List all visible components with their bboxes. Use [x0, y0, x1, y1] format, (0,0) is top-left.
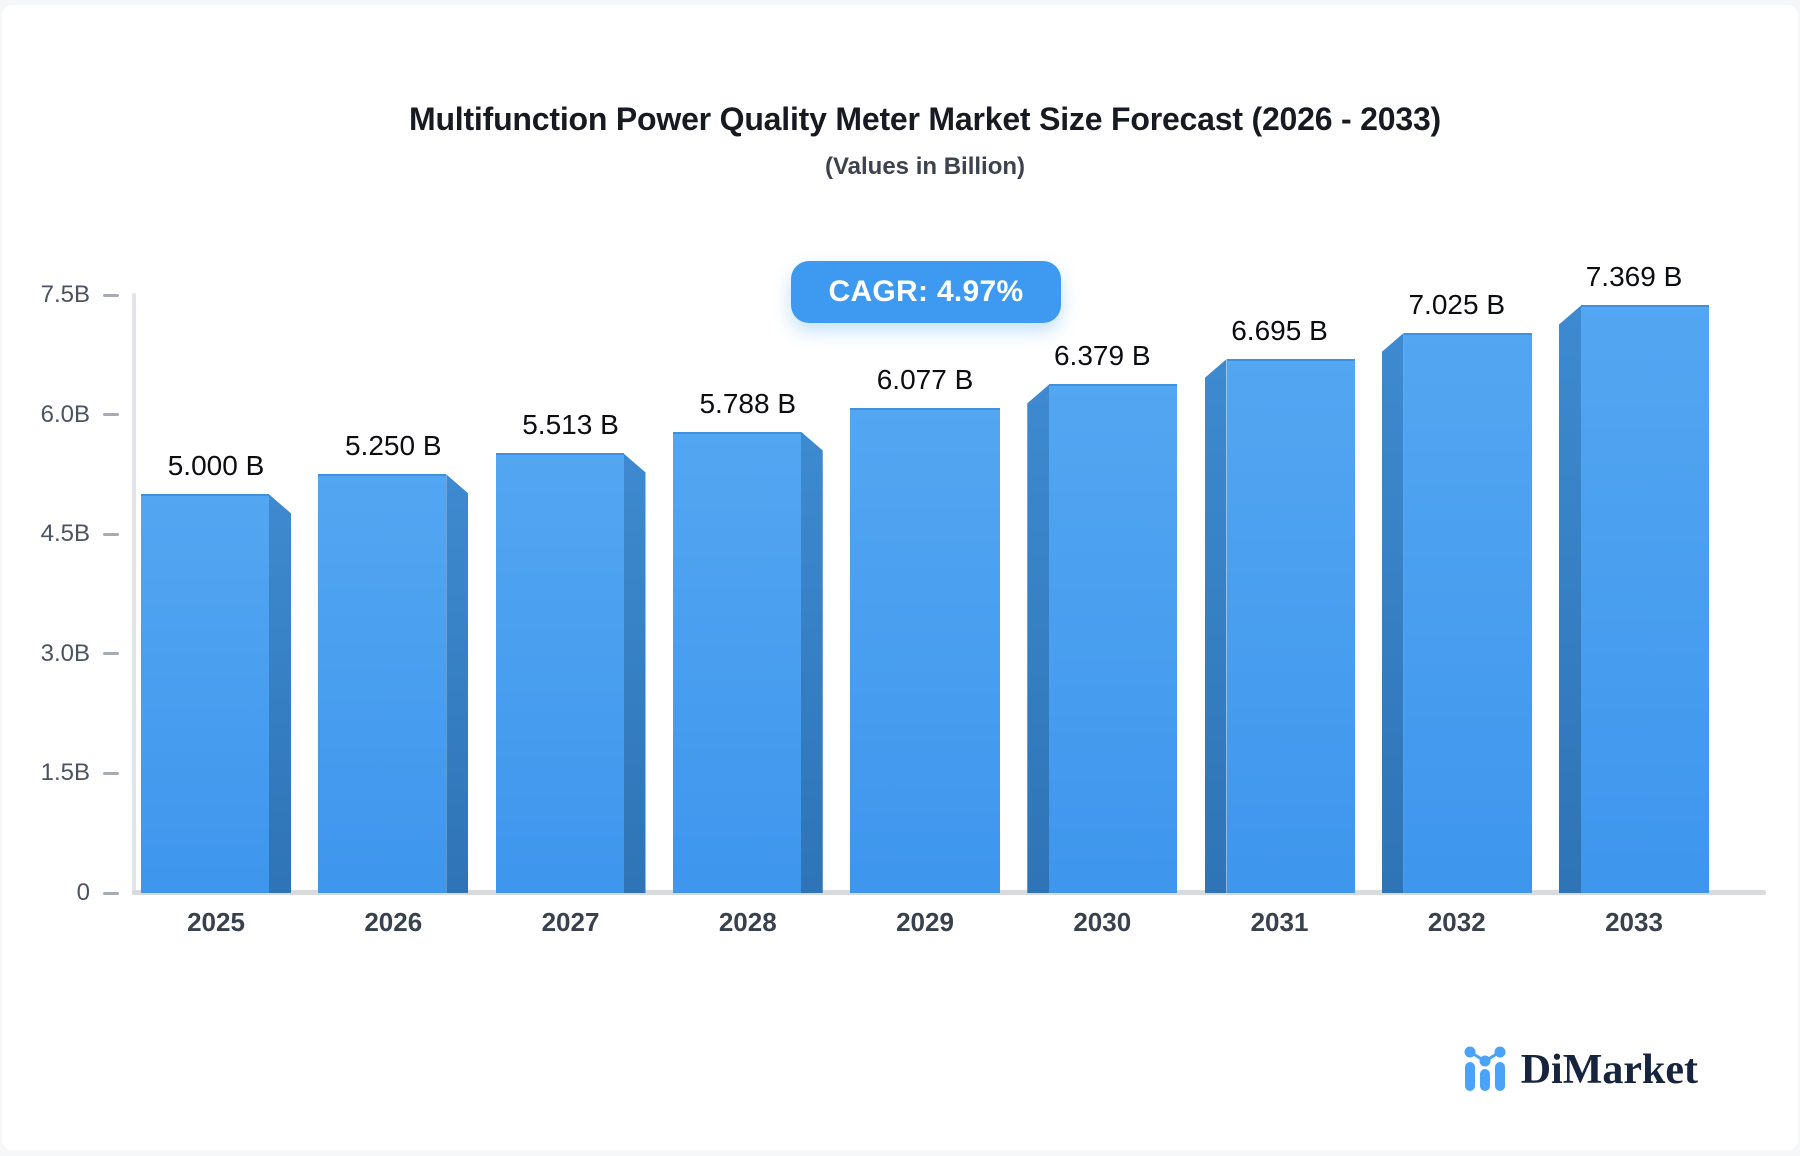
bar-group	[318, 474, 469, 893]
bar-value-label: 7.025 B	[1408, 288, 1506, 320]
bar-group	[1381, 332, 1532, 893]
x-axis-label: 2028	[718, 907, 777, 937]
cagr-badge-label: CAGR: 4.97%	[828, 275, 1024, 308]
bar-value-label: 6.695 B	[1231, 315, 1328, 347]
bar-value-label: 5.250 B	[344, 430, 442, 462]
bar-face	[141, 494, 269, 893]
brand-name: DiMarket	[1520, 1047, 1698, 1093]
y-axis-tick-label: 7.5B	[40, 281, 90, 308]
y-axis-tick-mark	[103, 413, 119, 417]
bar-group	[1204, 359, 1355, 893]
bar-value-label: 5.788 B	[699, 387, 797, 419]
bar-face	[672, 431, 801, 893]
y-axis-tick-label: 6.0B	[40, 400, 90, 428]
y-axis-tick-mark	[103, 532, 119, 536]
bar-side-shade	[269, 494, 291, 893]
bar-group	[141, 494, 291, 893]
bar-value-label: 5.513 B	[522, 409, 619, 441]
bar-face	[1581, 305, 1709, 893]
bar-face	[850, 408, 1000, 893]
bar-side-shade	[446, 474, 469, 893]
bar-side-shade	[1559, 305, 1581, 893]
y-axis-tick-label: 1.5B	[40, 759, 90, 787]
bar-face	[318, 474, 447, 893]
cagr-badge: CAGR: 4.97%	[791, 261, 1061, 323]
bar-face	[495, 453, 624, 893]
y-axis-tick-label: 3.0B	[40, 639, 90, 667]
y-axis-tick-mark	[103, 293, 119, 297]
x-axis-label: 2025	[187, 907, 245, 937]
bar-side-shade	[1027, 384, 1050, 893]
y-axis-tick-label: 4.5B	[40, 520, 90, 548]
bar-group	[672, 431, 823, 893]
y-axis-tick-mark	[103, 652, 119, 656]
y-axis-tick-mark	[103, 771, 119, 775]
y-axis-tick-mark	[103, 891, 119, 895]
bar-group	[1559, 305, 1709, 893]
bar-side-shade	[1381, 332, 1404, 893]
brand-logo: DiMarket	[1461, 1045, 1698, 1093]
bar-value-label: 6.077 B	[876, 364, 974, 396]
x-axis-label: 2033	[1605, 907, 1663, 937]
bar-value-label: 5.000 B	[167, 450, 265, 482]
chart-card: Multifunction Power Quality Meter Market…	[2, 5, 1798, 1150]
x-axis-label: 2032	[1427, 907, 1486, 937]
bar-chart-trend-icon	[1461, 1045, 1509, 1093]
y-axis-line	[132, 293, 136, 893]
bar-face	[1049, 384, 1178, 893]
bar-group	[1027, 384, 1178, 893]
x-axis-label: 2029	[896, 907, 954, 937]
chart-subtitle: (Values in Billion)	[824, 153, 1026, 180]
x-axis-label: 2031	[1250, 907, 1309, 937]
bar-face	[1403, 332, 1532, 893]
bar-group	[850, 408, 1000, 893]
chart-title: Multifunction Power Quality Meter Market…	[408, 101, 1442, 137]
x-axis-label: 2027	[541, 907, 600, 937]
bar-side-shade	[1204, 359, 1227, 893]
x-axis-label: 2030	[1073, 907, 1132, 937]
bar-side-shade	[800, 431, 823, 893]
bar-value-label: 7.369 B	[1585, 261, 1683, 293]
bar-value-label: 6.379 B	[1053, 340, 1151, 372]
x-axis-label: 2026	[364, 907, 423, 937]
bar-group	[495, 453, 646, 893]
bar-side-shade	[623, 453, 646, 893]
y-axis-tick-label: 0	[76, 879, 90, 906]
bar-face	[1226, 359, 1355, 893]
